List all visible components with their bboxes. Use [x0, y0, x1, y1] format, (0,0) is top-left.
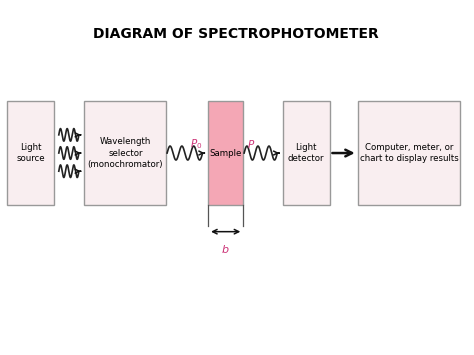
Text: Computer, meter, or
chart to display results: Computer, meter, or chart to display res… — [360, 143, 458, 163]
Text: Light
source: Light source — [17, 143, 45, 163]
FancyBboxPatch shape — [8, 100, 54, 206]
Text: Light
detector: Light detector — [288, 143, 325, 163]
FancyBboxPatch shape — [208, 100, 243, 206]
Text: Wavelength
selector
(monochromator): Wavelength selector (monochromator) — [88, 137, 163, 169]
FancyBboxPatch shape — [84, 100, 166, 206]
FancyBboxPatch shape — [283, 100, 329, 206]
Text: Sample: Sample — [210, 148, 242, 158]
FancyBboxPatch shape — [357, 100, 460, 206]
Text: DIAGRAM OF SPECTROPHOTOMETER: DIAGRAM OF SPECTROPHOTOMETER — [93, 27, 379, 41]
Text: $P$: $P$ — [247, 138, 255, 150]
Text: $P_0$: $P_0$ — [191, 137, 203, 151]
Text: $b$: $b$ — [221, 243, 230, 255]
